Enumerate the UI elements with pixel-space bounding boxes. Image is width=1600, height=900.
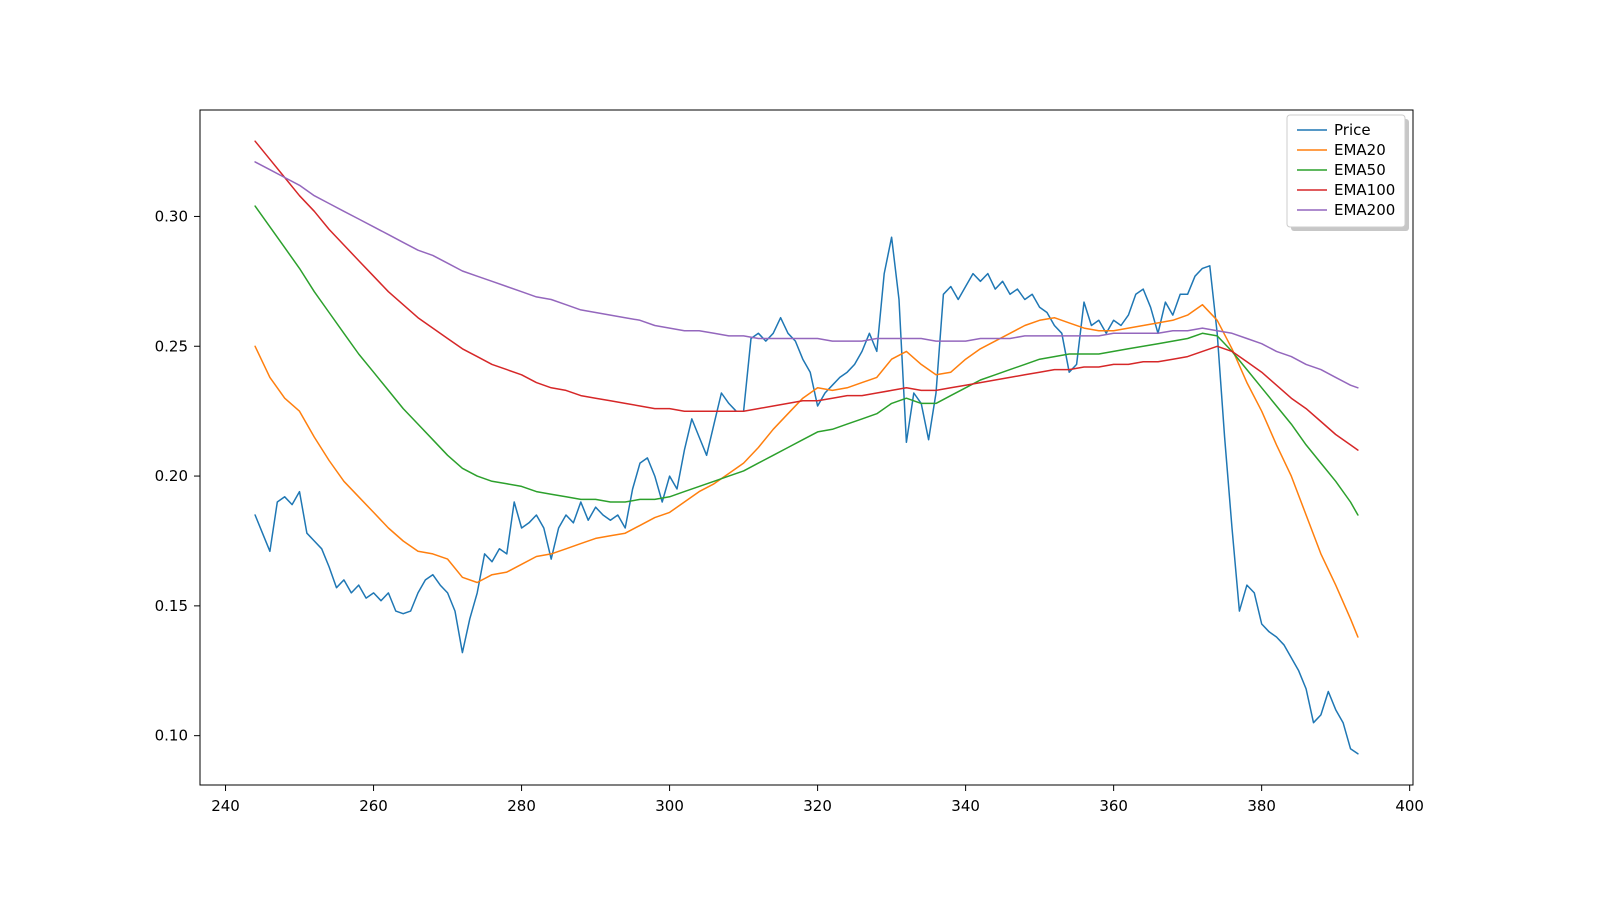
x-tick-label: 340 [951, 797, 980, 815]
series-line-price [254, 236, 1359, 755]
x-tick-label: 380 [1247, 797, 1276, 815]
series-line-ema50 [254, 205, 1359, 516]
y-tick-label: 0.25 [155, 337, 188, 355]
series-line-ema20 [254, 303, 1359, 638]
series-line-ema100 [254, 140, 1359, 451]
legend-label-ema200: EMA200 [1334, 201, 1395, 219]
plot-border [199, 109, 1414, 786]
y-tick-label: 0.20 [155, 467, 188, 485]
y-tick-label: 0.30 [155, 207, 188, 225]
x-tick-label: 300 [655, 797, 684, 815]
series-line-ema200 [254, 161, 1359, 389]
legend-label-ema20: EMA20 [1334, 141, 1386, 159]
x-tick-label: 280 [507, 797, 536, 815]
y-tick-label: 0.15 [155, 597, 188, 615]
legend-box [1286, 114, 1406, 228]
x-tick-label: 360 [1099, 797, 1128, 815]
x-tick-label: 320 [803, 797, 832, 815]
legend-label-ema100: EMA100 [1334, 181, 1395, 199]
legend-label-ema50: EMA50 [1334, 161, 1386, 179]
x-tick-label: 240 [211, 797, 240, 815]
x-tick-label: 260 [359, 797, 388, 815]
x-tick-label: 400 [1395, 797, 1424, 815]
legend-label-price: Price [1334, 121, 1371, 139]
y-tick-label: 0.10 [155, 727, 188, 745]
